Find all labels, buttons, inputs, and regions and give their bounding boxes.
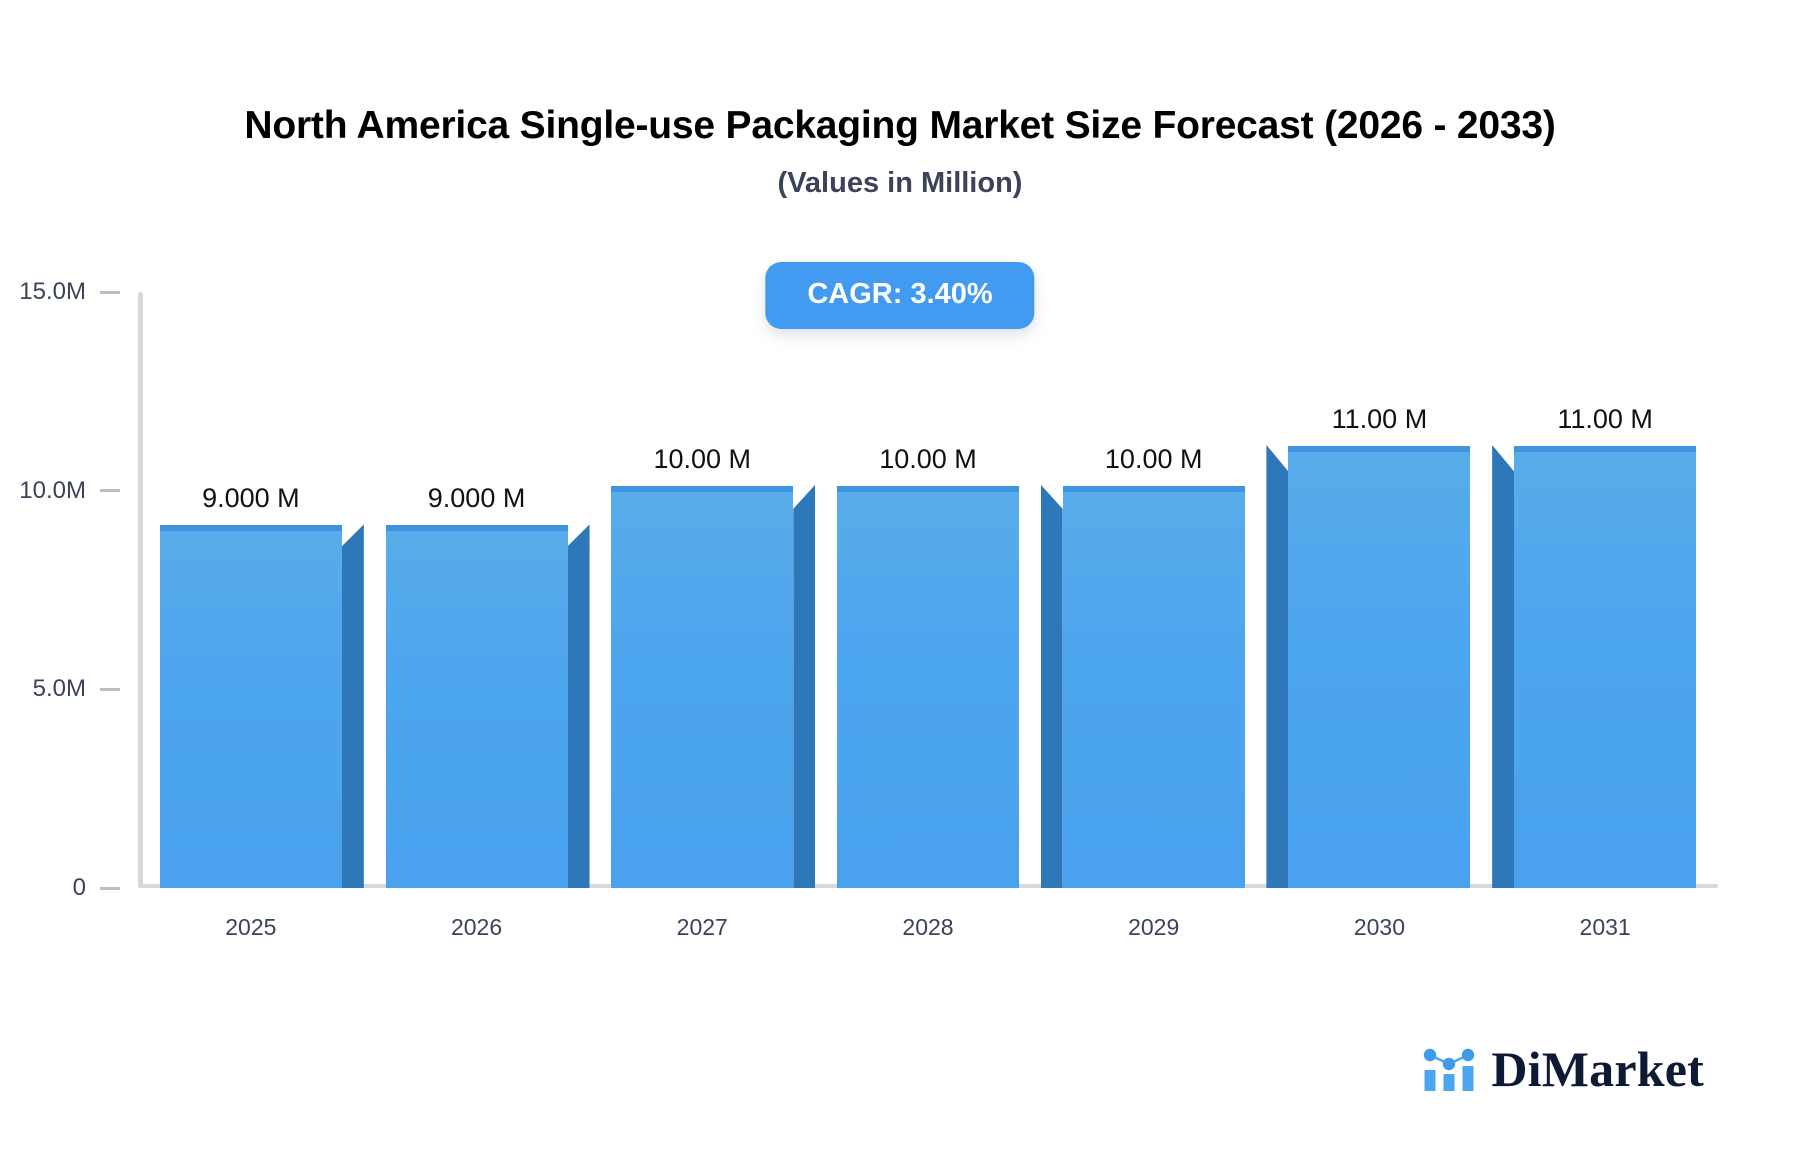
bar[interactable]: 11.00 M xyxy=(1266,404,1471,888)
x-axis-tick-label: 2025 xyxy=(225,914,277,940)
bar[interactable]: 10.00 M xyxy=(836,444,1019,888)
bar-side-face xyxy=(1492,444,1515,888)
x-axis-tick-label: 2029 xyxy=(1128,914,1180,940)
plot-area: 15.0M 10.0M 5.0M 0 9.000 M 2025 9.000 M 2026 10… xyxy=(19,278,1718,940)
y-axis-tick: 15.0M xyxy=(19,278,138,306)
bar-top-face xyxy=(1062,485,1245,492)
bar-front-face xyxy=(1288,450,1471,888)
bar-group: 11.00 M 2030 xyxy=(1266,292,1493,940)
bar-side-face xyxy=(793,484,816,888)
bar-front-face xyxy=(836,490,1019,888)
bar-group: 10.00 M 2028 xyxy=(815,292,1041,940)
y-axis-tick-mark xyxy=(100,886,120,890)
bar-side-face xyxy=(341,524,364,888)
bar-front-face xyxy=(1062,490,1245,888)
bar-value-label: 10.00 M xyxy=(653,443,752,474)
y-axis-tick-label: 10.0M xyxy=(19,476,86,504)
bar[interactable]: 9.000 M xyxy=(385,483,590,888)
bar-top-face xyxy=(159,525,342,532)
x-axis-tick-label: 2030 xyxy=(1353,914,1405,940)
bar-front-face xyxy=(159,530,342,888)
bar-group: 9.000 M 2026 xyxy=(364,292,590,940)
bar-value-label: 10.00 M xyxy=(879,443,977,474)
cagr-badge: CAGR: 3.40% xyxy=(765,262,1035,329)
bar-group: 9.000 M 2025 xyxy=(138,292,364,940)
chart-subtitle: (Values in Million) xyxy=(777,166,1023,199)
y-axis-tick-label: 0 xyxy=(72,874,86,901)
y-axis-tick: 10.0M xyxy=(19,477,138,505)
bar-value-label: 9.000 M xyxy=(202,483,300,514)
y-axis-tick-label: 5.0M xyxy=(32,675,86,703)
bar-top-face xyxy=(1514,445,1697,452)
x-axis-tick-label: 2028 xyxy=(902,914,954,940)
bar-front-face xyxy=(611,490,794,888)
bar-value-label: 9.000 M xyxy=(427,483,526,514)
y-axis-tick: 0 xyxy=(73,874,138,902)
bar-chart-dots-icon xyxy=(1424,1048,1475,1091)
y-axis-line xyxy=(138,292,143,888)
bar-side-face xyxy=(1266,444,1289,888)
bar-value-label: 11.00 M xyxy=(1331,403,1428,434)
bar-group: 10.00 M 2027 xyxy=(589,292,816,940)
y-axis-tick: 5.0M xyxy=(33,675,138,703)
y-axis-tick-mark xyxy=(100,290,120,294)
bar-front-face xyxy=(385,530,568,888)
bar-group: 11.00 M 2031 xyxy=(1492,292,1718,940)
bar[interactable]: 10.00 M xyxy=(611,444,816,888)
bar-side-face xyxy=(567,524,590,888)
page-title: North America Single-use Packaging Marke… xyxy=(244,104,1556,147)
x-axis-tick-label: 2027 xyxy=(676,914,728,940)
bar-value-label: 10.00 M xyxy=(1104,443,1203,474)
brand-logo: DiMarket xyxy=(1421,1040,1704,1098)
y-axis-tick-mark xyxy=(100,687,120,691)
bar[interactable]: 11.00 M xyxy=(1492,404,1697,888)
bar-value-label: 11.00 M xyxy=(1557,403,1653,434)
bar[interactable]: 9.000 M xyxy=(159,483,364,888)
y-axis-tick-mark xyxy=(100,489,120,493)
bar-side-face xyxy=(1040,484,1063,888)
bar-top-face xyxy=(385,525,568,532)
y-axis-tick-label: 15.0M xyxy=(19,278,86,305)
bar-top-face xyxy=(611,485,794,492)
bar-front-face xyxy=(1514,450,1697,888)
x-axis-tick-label: 2026 xyxy=(450,914,503,940)
bar-top-face xyxy=(836,485,1019,492)
bar-top-face xyxy=(1288,445,1471,452)
bar-series: 9.000 M 2025 9.000 M 2026 10.00 M 2027 10.00 M… xyxy=(138,292,1718,940)
bar[interactable]: 10.00 M xyxy=(1040,444,1245,888)
x-axis-tick-label: 2031 xyxy=(1579,914,1631,940)
title-block: North America Single-use Packaging Marke… xyxy=(0,104,1800,200)
bar-group: 10.00 M 2029 xyxy=(1040,292,1267,940)
brand-name: DiMarket xyxy=(1491,1041,1704,1097)
